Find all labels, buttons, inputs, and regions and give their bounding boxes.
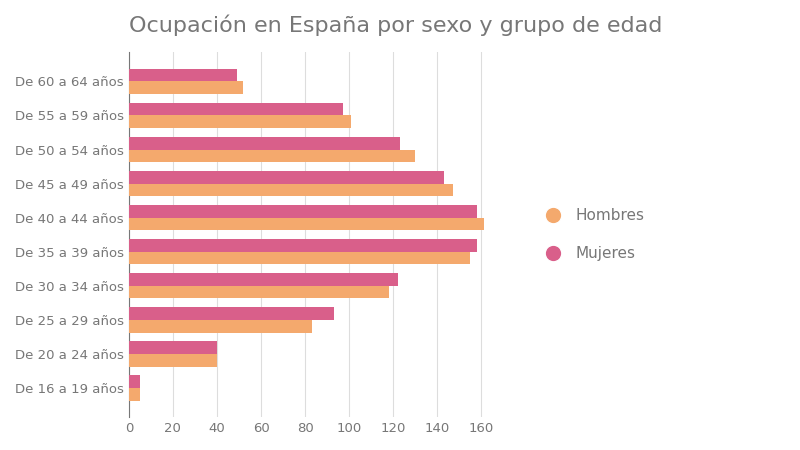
Bar: [129, 68, 237, 81]
Bar: [129, 184, 453, 197]
Bar: [129, 341, 217, 354]
Bar: [129, 137, 400, 149]
Bar: [129, 375, 140, 387]
Bar: [129, 252, 470, 265]
Bar: [129, 354, 217, 366]
Bar: [129, 320, 312, 333]
Bar: [129, 387, 140, 400]
Bar: [129, 103, 342, 116]
Legend: Hombres, Mujeres: Hombres, Mujeres: [530, 200, 652, 269]
Bar: [129, 171, 444, 184]
Bar: [129, 238, 477, 252]
Bar: [129, 149, 415, 162]
Bar: [129, 286, 389, 298]
Bar: [129, 116, 351, 128]
Bar: [129, 205, 477, 217]
Bar: [129, 273, 398, 286]
Bar: [129, 81, 243, 94]
Text: Ocupación en España por sexo y grupo de edad: Ocupación en España por sexo y grupo de …: [129, 15, 662, 36]
Bar: [129, 306, 334, 320]
Bar: [129, 217, 484, 230]
